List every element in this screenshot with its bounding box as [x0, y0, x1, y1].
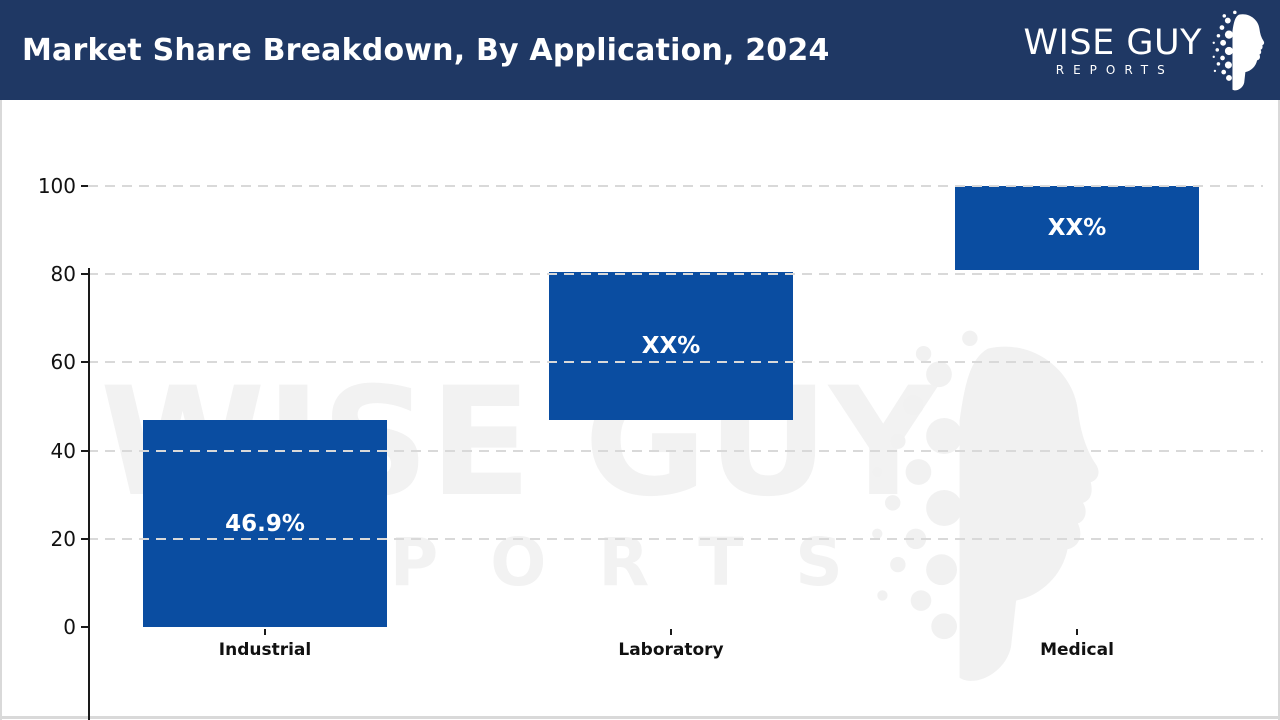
gridline: [88, 185, 1263, 187]
x-axis-label-laboratory: Laboratory: [618, 640, 724, 660]
bar-industrial: 46.9%: [143, 420, 387, 627]
gridline: [88, 273, 1263, 276]
bar-value-label: XX%: [641, 333, 701, 360]
y-axis-line: [88, 268, 90, 720]
x-axis-label-industrial: Industrial: [218, 640, 312, 660]
page-border-right: [1278, 100, 1280, 720]
y-axis-tick-mark: [81, 273, 88, 276]
bar-value-label: 46.9%: [225, 510, 305, 537]
y-axis-tick-label: 40: [50, 438, 76, 463]
logo-wordmark: WISE GUY REPORTS: [1023, 25, 1202, 77]
y-axis-tick-mark: [81, 185, 88, 187]
y-axis-tick-mark: [81, 537, 88, 540]
bar-medical: XX%: [955, 186, 1199, 270]
logo-wordmark-line1: WISE GUY: [1023, 23, 1202, 64]
page-border-left: [0, 100, 2, 720]
x-axis-label-medical: Medical: [1040, 640, 1114, 660]
bar-value-label: XX%: [1047, 214, 1107, 241]
x-axis-tick-mark: [670, 629, 672, 635]
logo-wordmark-line2: REPORTS: [1055, 62, 1174, 77]
y-axis-tick-label: 0: [63, 615, 76, 639]
y-axis-tick-label: 60: [50, 350, 76, 375]
x-axis-tick-mark: [264, 629, 266, 635]
x-axis-tick-mark: [1076, 629, 1078, 635]
watermark-face-icon: [872, 330, 1099, 681]
page-title: Market Share Breakdown, By Application, …: [22, 32, 830, 68]
y-axis-tick-label: 80: [50, 262, 76, 287]
y-axis-tick-label: 20: [50, 526, 76, 551]
wiseguy-logo: WISE GUY REPORTS: [1023, 8, 1266, 94]
y-axis-tick-mark: [81, 626, 88, 628]
gridline: [88, 361, 1263, 364]
y-axis-tick-label: 100: [37, 174, 76, 198]
page-border-bottom: [0, 716, 1280, 719]
gridline: [88, 449, 1263, 452]
chart-area: WISE GUY REPORTS 46.9% XX% XX% 0 20 40 60 80 100…: [0, 100, 1280, 720]
header-bar: Market Share Breakdown, By Application, …: [0, 0, 1280, 100]
y-axis-tick-mark: [81, 361, 88, 364]
gridline: [88, 537, 1263, 540]
y-axis-tick-mark: [81, 449, 88, 452]
bar-laboratory: XX%: [549, 272, 793, 421]
wiseguy-face-icon: [1212, 10, 1265, 91]
